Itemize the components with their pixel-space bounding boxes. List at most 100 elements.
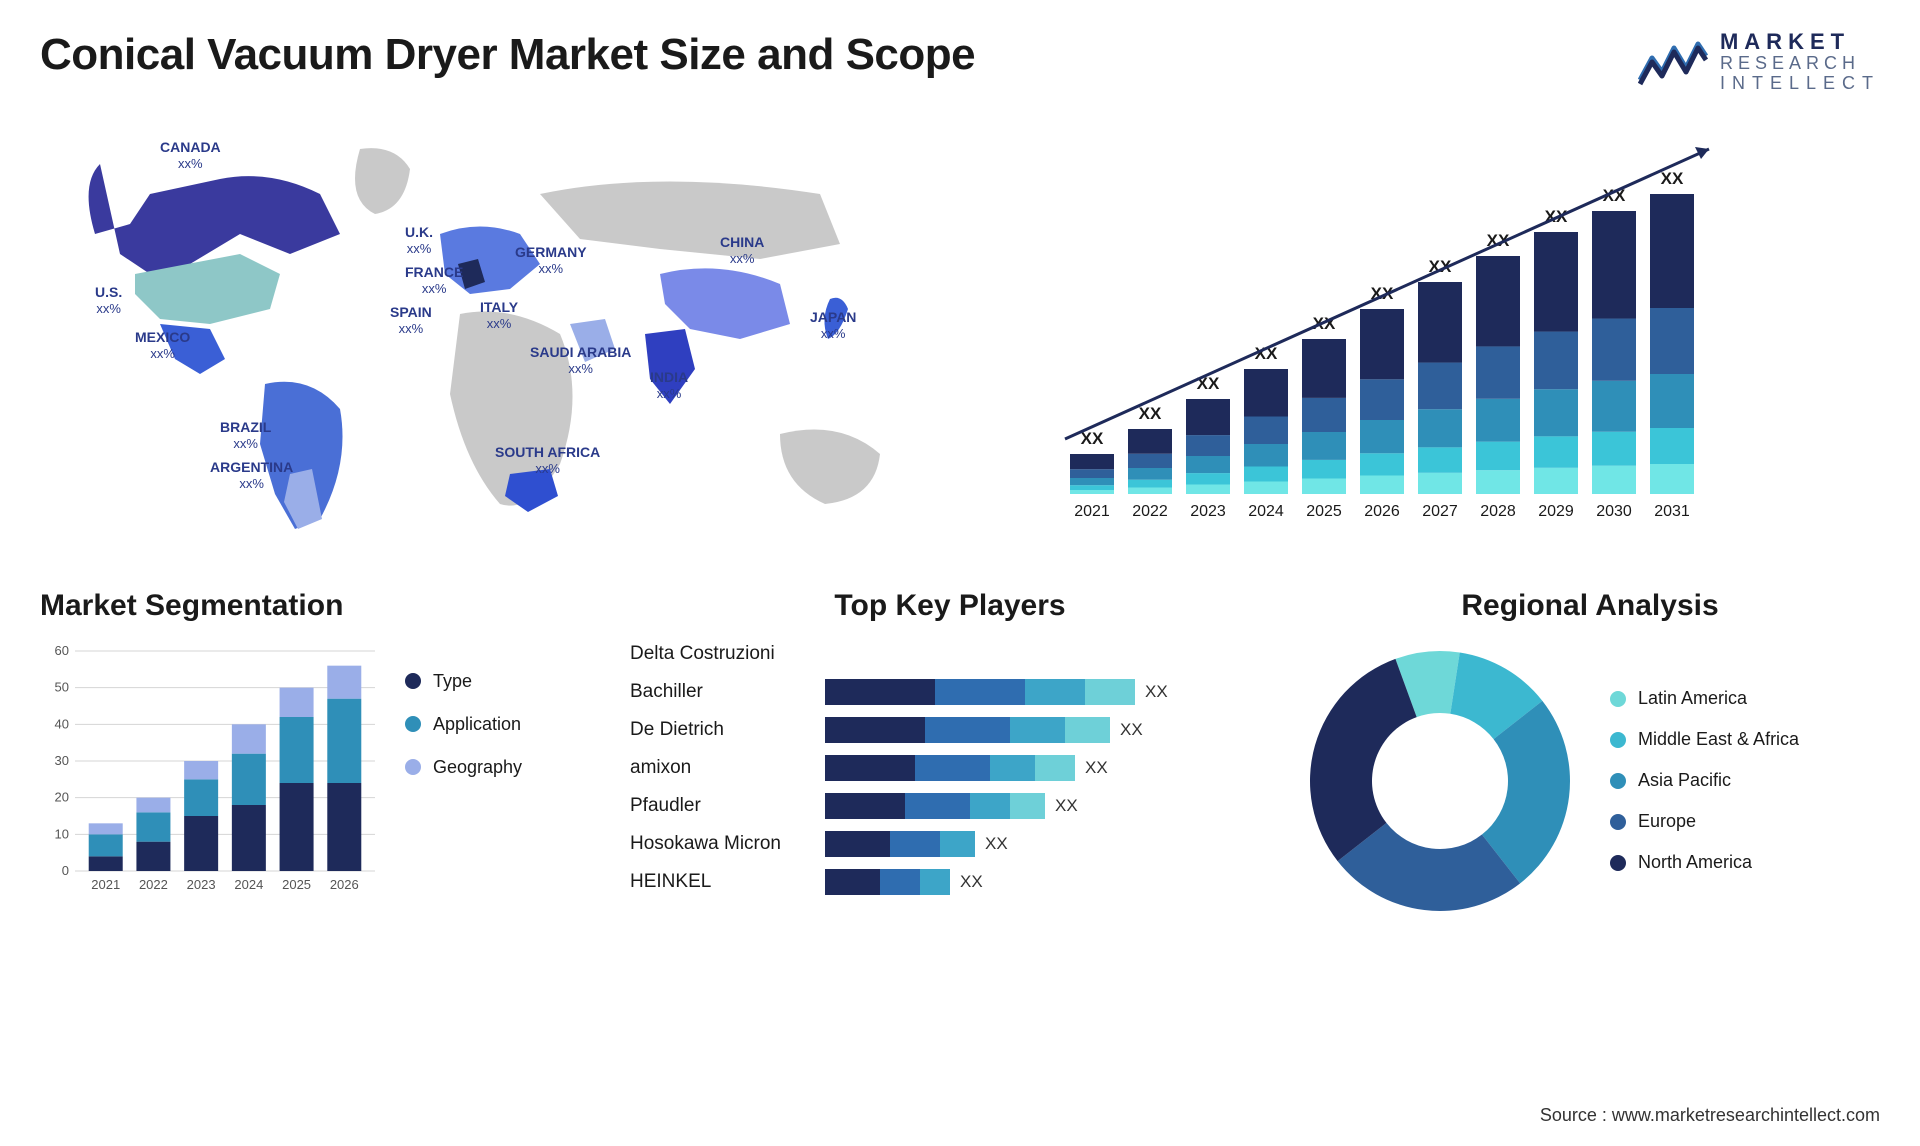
bottom-row: Market Segmentation 0 10 20 30 40 50 60 2021 202… [40,589,1880,921]
legend-item: Application [405,714,522,735]
regional-donut [1300,641,1580,921]
players-bars: XXXXXXXXXXXX [825,641,1270,895]
legend-swatch-icon [1610,855,1626,871]
world-map-panel: CANADAxx%U.S.xx%MEXICOxx%BRAZILxx%ARGENT… [40,124,960,544]
map-label: U.K.xx% [405,224,433,257]
map-label: SPAINxx% [390,304,432,337]
svg-text:2025: 2025 [1306,503,1342,520]
svg-text:2024: 2024 [1248,503,1284,520]
player-value: XX [1085,758,1108,778]
svg-text:2024: 2024 [234,877,263,892]
svg-text:20: 20 [55,789,69,804]
svg-text:2023: 2023 [1190,503,1226,520]
player-value: XX [1055,796,1078,816]
player-value: XX [1120,720,1143,740]
growth-chart-svg: XX2021XX2022XX2023XX2024XX2025XX2026XX20… [1000,124,1880,544]
players-panel: Top Key Players Delta Costruzioni Bachill… [630,589,1270,921]
svg-text:60: 60 [55,643,69,658]
header: Conical Vacuum Dryer Market Size and Sco… [40,30,1880,94]
svg-text:2028: 2028 [1480,503,1516,520]
players-title: Top Key Players [630,589,1270,623]
map-label: MEXICOxx% [135,329,190,362]
player-bar [825,717,1110,743]
player-value: XX [960,872,983,892]
svg-text:2023: 2023 [187,877,216,892]
legend-swatch-icon [405,759,421,775]
player-name: Delta Costruzioni [630,641,810,667]
regional-panel: Regional Analysis Latin America Middle Ea… [1300,589,1880,921]
svg-text:XX: XX [1661,169,1684,188]
svg-text:40: 40 [55,716,69,731]
svg-text:2029: 2029 [1538,503,1574,520]
map-label: SOUTH AFRICAxx% [495,444,600,477]
segmentation-chart-svg: 0 10 20 30 40 50 60 2021 2022 2023 2024 2025 2026 [40,641,380,901]
player-bar-row: XX [825,717,1270,743]
legend-item: Middle East & Africa [1610,729,1799,750]
player-bar [825,869,950,895]
legend-item: Latin America [1610,688,1799,709]
map-label: ARGENTINAxx% [210,459,293,492]
player-name: De Dietrich [630,717,810,743]
svg-text:10: 10 [55,826,69,841]
segmentation-chart: 0 10 20 30 40 50 60 2021 2022 2023 2024 2025 2026 [40,641,380,901]
legend-swatch-icon [1610,691,1626,707]
map-label: CANADAxx% [160,139,221,172]
legend-item: North America [1610,852,1799,873]
player-name: Hosokawa Micron [630,831,810,857]
legend-item: Asia Pacific [1610,770,1799,791]
player-value: XX [985,834,1008,854]
logo-mark-icon [1638,38,1708,86]
player-bar-row [825,641,1270,667]
svg-text:2031: 2031 [1654,503,1690,520]
player-bar [825,755,1075,781]
players-labels: Delta CostruzioniBachillerDe Dietrichami… [630,641,810,895]
segmentation-legend: TypeApplicationGeography [405,641,522,901]
player-bar-row: XX [825,831,1270,857]
legend-swatch-icon [405,716,421,732]
top-row: CANADAxx%U.S.xx%MEXICOxx%BRAZILxx%ARGENT… [40,124,1880,544]
legend-swatch-icon [1610,814,1626,830]
player-bar-row: XX [825,679,1270,705]
page-title: Conical Vacuum Dryer Market Size and Sco… [40,30,975,80]
logo-text: MARKET RESEARCH INTELLECT [1720,30,1880,94]
svg-text:2022: 2022 [139,877,168,892]
svg-text:2026: 2026 [330,877,359,892]
player-name: Pfaudler [630,793,810,819]
growth-chart-panel: XX2021XX2022XX2023XX2024XX2025XX2026XX20… [1000,124,1880,544]
map-label: INDIAxx% [650,369,688,402]
svg-text:2030: 2030 [1596,503,1632,520]
player-name: Bachiller [630,679,810,705]
svg-text:2021: 2021 [1074,503,1110,520]
svg-text:2021: 2021 [91,877,120,892]
map-label: FRANCExx% [405,264,463,297]
regional-donut-svg [1300,641,1580,921]
segmentation-panel: Market Segmentation 0 10 20 30 40 50 60 2021 202… [40,589,600,921]
svg-text:2022: 2022 [1132,503,1168,520]
svg-text:0: 0 [62,863,69,878]
player-name: HEINKEL [630,869,810,895]
svg-text:50: 50 [55,679,69,694]
player-bar [825,831,975,857]
player-bar-row: XX [825,793,1270,819]
svg-text:2025: 2025 [282,877,311,892]
legend-swatch-icon [405,673,421,689]
source-attribution: Source : www.marketresearchintellect.com [1540,1105,1880,1126]
legend-swatch-icon [1610,773,1626,789]
svg-text:XX: XX [1139,404,1162,423]
map-label: GERMANYxx% [515,244,587,277]
player-bar [825,679,1135,705]
svg-text:30: 30 [55,753,69,768]
player-bar [825,793,1045,819]
legend-swatch-icon [1610,732,1626,748]
legend-item: Europe [1610,811,1799,832]
map-label: ITALYxx% [480,299,518,332]
map-label: BRAZILxx% [220,419,271,452]
player-value: XX [1145,682,1168,702]
map-label: SAUDI ARABIAxx% [530,344,631,377]
player-bar-row: XX [825,869,1270,895]
map-label: CHINAxx% [720,234,764,267]
svg-text:2026: 2026 [1364,503,1400,520]
regional-title: Regional Analysis [1300,589,1880,623]
player-bar-row: XX [825,755,1270,781]
segmentation-title: Market Segmentation [40,589,600,623]
